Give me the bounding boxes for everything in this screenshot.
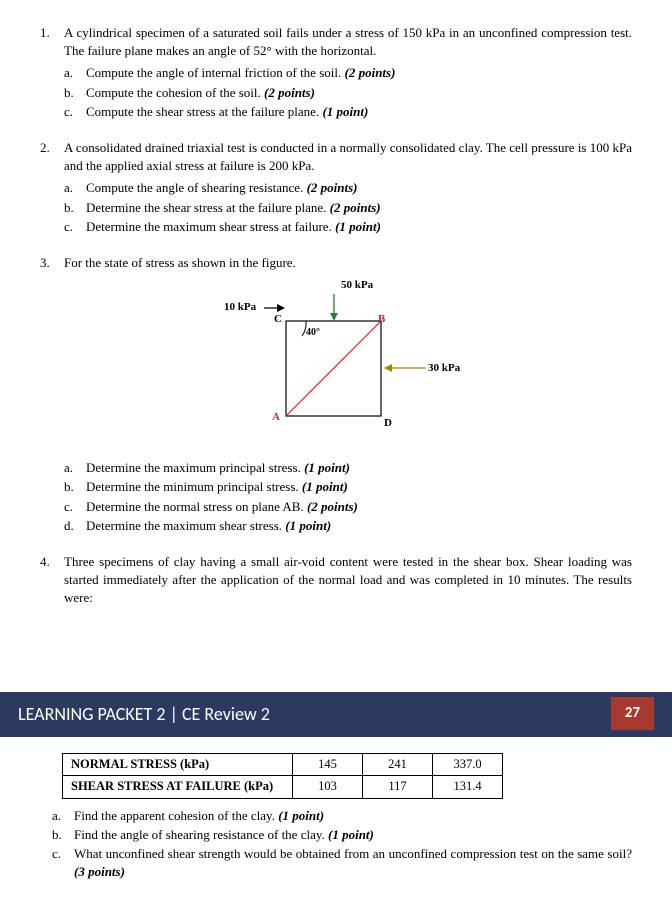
banner-title: LEARNING PACKET 2 | CE Review 2	[18, 702, 270, 727]
q2-text: A consolidated drained triaxial test is …	[64, 139, 632, 175]
q2-number: 2.	[40, 139, 64, 175]
q1-number: 1.	[40, 24, 64, 60]
question-2: 2. A consolidated drained triaxial test …	[40, 139, 632, 236]
fig-left-label: 10 kPa	[224, 300, 256, 315]
q3d-letter: d.	[64, 517, 86, 535]
q4b-text: Find the angle of shearing resistance of…	[74, 826, 632, 844]
row1-header: NORMAL STRESS (kPa)	[63, 753, 293, 776]
q3c-letter: c.	[64, 498, 86, 516]
q4a-text: Find the apparent cohesion of the clay. …	[74, 807, 632, 825]
q3a-letter: a.	[64, 459, 86, 477]
row2-c3: 131.4	[433, 776, 503, 799]
row2-c2: 117	[363, 776, 433, 799]
q3c-text: Determine the normal stress on plane AB.…	[86, 498, 632, 516]
q1-text: A cylindrical specimen of a saturated so…	[64, 24, 632, 60]
q3b-text: Determine the minimum principal stress. …	[86, 478, 632, 496]
q1c-text: Compute the shear stress at the failure …	[86, 103, 632, 121]
q2-sublist: a.Compute the angle of shearing resistan…	[64, 179, 632, 236]
q4b-letter: b.	[52, 826, 74, 844]
q4a-letter: a.	[52, 807, 74, 825]
q2c-text: Determine the maximum shear stress at fa…	[86, 218, 632, 236]
q3-number: 3.	[40, 254, 64, 272]
q2a-letter: a.	[64, 179, 86, 197]
row1-c2: 241	[363, 753, 433, 776]
q3-sublist: a.Determine the maximum principal stress…	[64, 459, 632, 535]
fig-c-label: C	[274, 312, 282, 327]
table-row: NORMAL STRESS (kPa) 145 241 337.0	[63, 753, 503, 776]
fig-d-label: D	[384, 416, 392, 431]
fig-angle-label: 40°	[306, 326, 320, 340]
q2a-text: Compute the angle of shearing resistance…	[86, 179, 632, 197]
table-row: SHEAR STRESS AT FAILURE (kPa) 103 117 13…	[63, 776, 503, 799]
q2b-text: Determine the shear stress at the failur…	[86, 199, 632, 217]
q4-data-table: NORMAL STRESS (kPa) 145 241 337.0 SHEAR …	[62, 753, 503, 799]
q3b-letter: b.	[64, 478, 86, 496]
fig-a-label: A	[272, 410, 280, 425]
q2c-letter: c.	[64, 218, 86, 236]
q4c-letter: c.	[52, 845, 74, 881]
row1-c3: 337.0	[433, 753, 503, 776]
q4-number: 4.	[40, 553, 64, 608]
q3-text: For the state of stress as shown in the …	[64, 254, 632, 272]
q1a-letter: a.	[64, 64, 86, 82]
row1-c1: 145	[293, 753, 363, 776]
question-4: 4. Three specimens of clay having a smal…	[40, 553, 632, 608]
fig-b-label: B	[378, 312, 385, 327]
row2-c1: 103	[293, 776, 363, 799]
q1a-text: Compute the angle of internal friction o…	[86, 64, 632, 82]
q1b-letter: b.	[64, 84, 86, 102]
page-number-badge: 27	[611, 697, 654, 730]
q4-text: Three specimens of clay having a small a…	[64, 553, 632, 608]
fig-right-label: 30 kPa	[428, 361, 460, 376]
q2b-letter: b.	[64, 199, 86, 217]
stress-figure: 50 kPa 10 kPa 30 kPa 40° C B A D	[206, 276, 466, 446]
fig-top-label: 50 kPa	[341, 278, 373, 293]
q1c-letter: c.	[64, 103, 86, 121]
q1b-text: Compute the cohesion of the soil. (2 poi…	[86, 84, 632, 102]
q4-sublist: a.Find the apparent cohesion of the clay…	[52, 807, 632, 882]
q3a-text: Determine the maximum principal stress. …	[86, 459, 632, 477]
q4c-text: What unconfined shear strength would be …	[74, 845, 632, 881]
question-1: 1. A cylindrical specimen of a saturated…	[40, 24, 632, 121]
learning-packet-banner: LEARNING PACKET 2 | CE Review 2 27	[0, 692, 672, 737]
question-3: 3. For the state of stress as shown in t…	[40, 254, 632, 535]
q3d-text: Determine the maximum shear stress. (1 p…	[86, 517, 632, 535]
row2-header: SHEAR STRESS AT FAILURE (kPa)	[63, 776, 293, 799]
q1-sublist: a.Compute the angle of internal friction…	[64, 64, 632, 121]
